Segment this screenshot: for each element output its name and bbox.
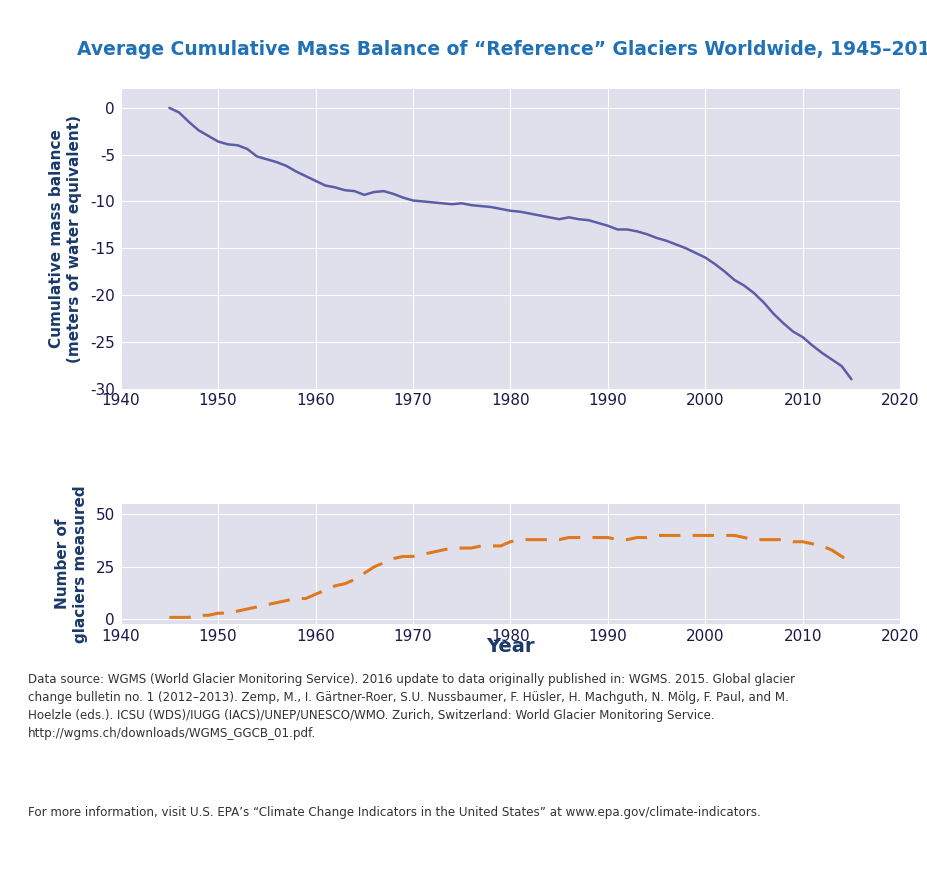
Text: Year: Year — [486, 637, 534, 656]
Y-axis label: Cumulative mass balance
(meters of water equivalent): Cumulative mass balance (meters of water… — [49, 115, 82, 363]
Y-axis label: Number of
glaciers measured: Number of glaciers measured — [55, 485, 87, 642]
Text: For more information, visit U.S. EPA’s “Climate Change Indicators in the United : For more information, visit U.S. EPA’s “… — [28, 806, 760, 820]
Text: Data source: WGMS (World Glacier Monitoring Service). 2016 update to data origin: Data source: WGMS (World Glacier Monitor… — [28, 673, 794, 740]
Text: Average Cumulative Mass Balance of “Reference” Glaciers Worldwide, 1945–2015: Average Cumulative Mass Balance of “Refe… — [77, 40, 927, 59]
